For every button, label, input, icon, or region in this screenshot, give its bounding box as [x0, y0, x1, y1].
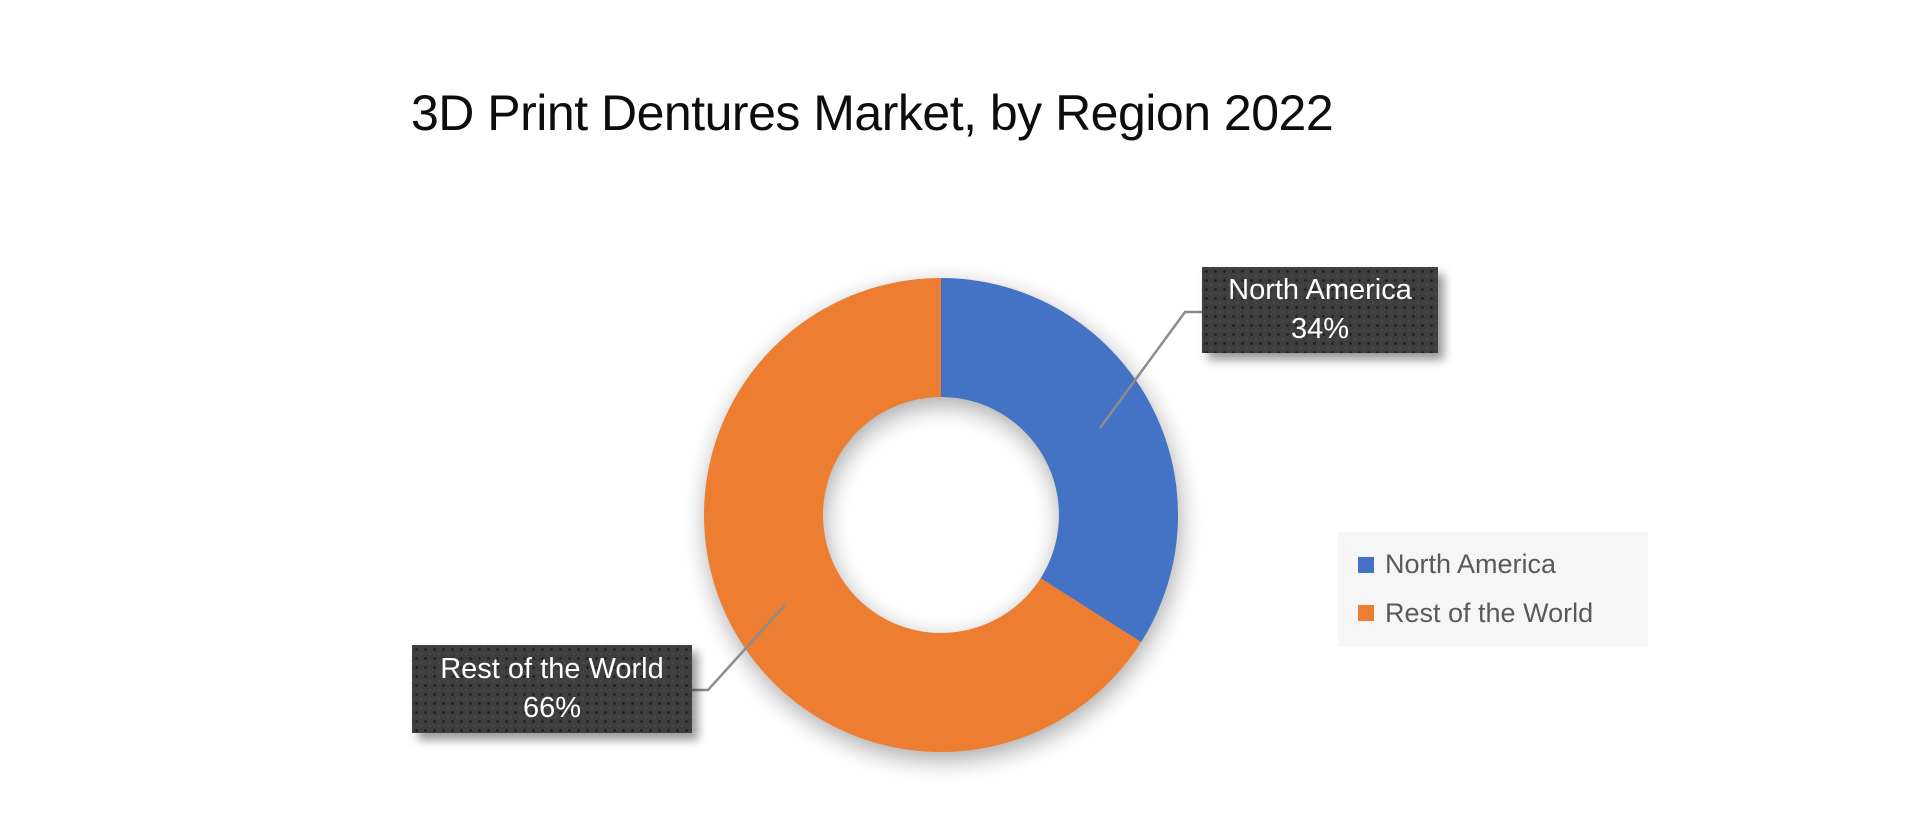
data-label-north-america: North America 34%	[1202, 267, 1438, 353]
donut-ring	[704, 278, 1179, 752]
data-label-north-america-name: North America	[1228, 274, 1412, 306]
data-label-rest-of-world: Rest of the World 66%	[412, 645, 692, 733]
legend-item-rest-of-world: Rest of the World	[1358, 598, 1648, 629]
chart-title: 3D Print Dentures Market, by Region 2022	[411, 85, 1334, 141]
data-label-north-america-percent: 34%	[1290, 313, 1350, 345]
leader-line-north-america	[1098, 310, 1203, 429]
legend-swatch-north-america	[1358, 556, 1374, 573]
data-label-rest-of-world-name: Rest of the World	[440, 653, 664, 685]
data-label-rest-of-world-percent: 66%	[522, 692, 582, 724]
leader-line-rest-of-world	[692, 604, 786, 692]
legend-label-north-america: North America	[1385, 549, 1557, 580]
legend-item-north-america: North America	[1358, 549, 1648, 580]
pie-slice-north-america	[941, 278, 1179, 642]
pie-slice-rest-of-world	[704, 278, 1142, 752]
legend-label-rest-of-world: Rest of the World	[1385, 597, 1594, 628]
legend-swatch-rest-of-world	[1358, 605, 1374, 622]
legend: North America Rest of the World	[1338, 532, 1648, 646]
